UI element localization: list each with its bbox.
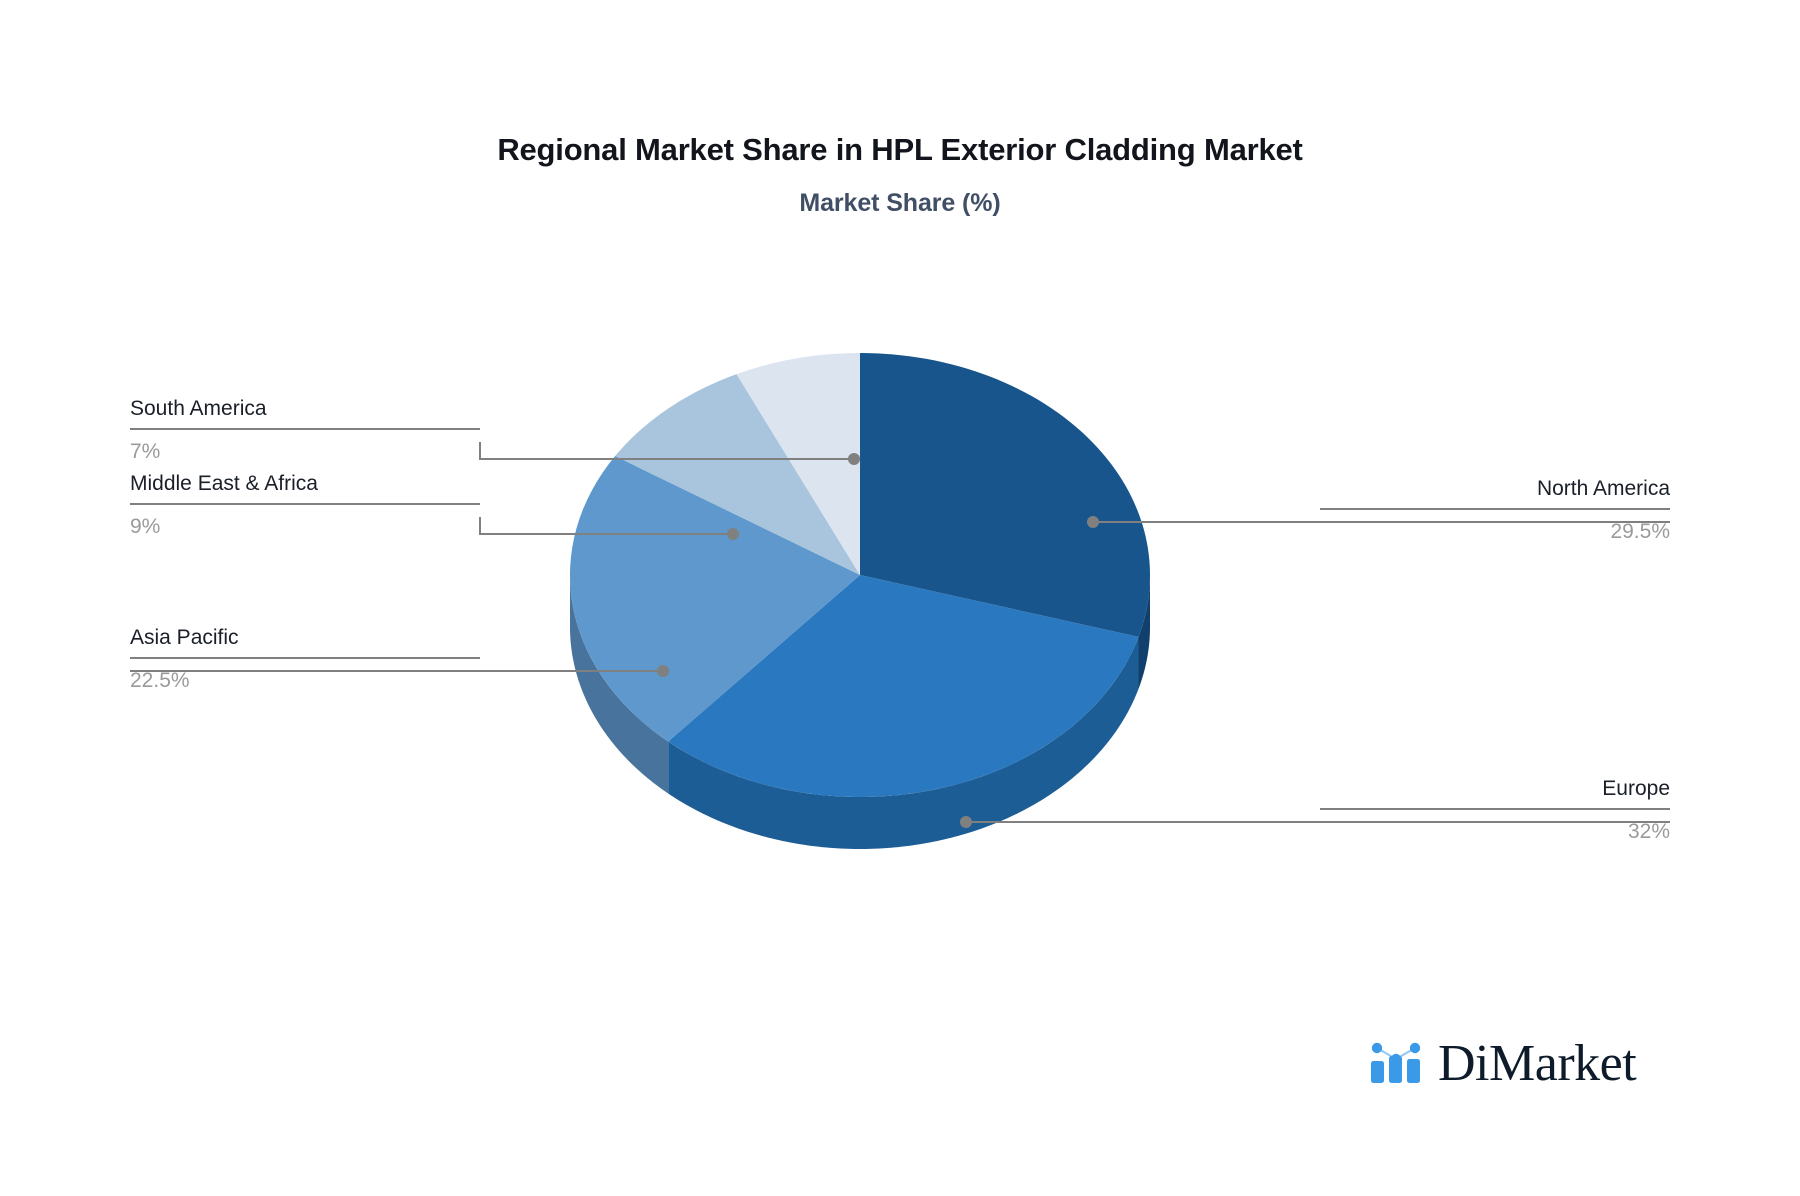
brand-logo-text: DiMarket: [1438, 1035, 1637, 1092]
logo-dot-2: [1390, 1053, 1402, 1065]
pie-side-north-america: [1138, 576, 1150, 689]
pie-slice-north-america[interactable]: North America 29.5%: [860, 353, 1150, 637]
callout-rule-asia-pacific: [130, 657, 480, 659]
pie-side-asia-pacific: [570, 576, 669, 794]
callout-rule-north-america: [1320, 508, 1670, 510]
callout-north-america[interactable]: North America 29.5%: [1320, 478, 1670, 542]
logo-dot-3: [1409, 1042, 1421, 1054]
callout-middle-east-africa[interactable]: Middle East & Africa 9%: [130, 473, 480, 537]
chart-subtitle: Market Share (%): [799, 189, 1001, 217]
logo-dot-1: [1371, 1042, 1383, 1054]
callout-south-america[interactable]: South America 7%: [130, 398, 480, 462]
callout-value-south-america: 7%: [130, 440, 161, 463]
brand-logo: DiMarket: [1368, 1035, 1637, 1092]
callout-label-europe: Europe: [1602, 777, 1670, 800]
pie-slice-south-america[interactable]: South America 7%: [736, 353, 860, 575]
callout-value-middle-east-africa: 9%: [130, 515, 161, 538]
logo-bar-3: [1407, 1059, 1420, 1083]
callout-value-europe: 32%: [1627, 820, 1670, 843]
callout-value-asia-pacific: 22.5%: [130, 669, 190, 692]
pie-side-europe: [668, 636, 1139, 849]
page-title: Regional Market Share in HPL Exterior Cl…: [497, 132, 1303, 167]
callout-label-middle-east-africa: Middle East & Africa: [130, 472, 318, 495]
callout-label-asia-pacific: Asia Pacific: [130, 626, 239, 649]
callout-label-south-america: South America: [130, 397, 267, 420]
pie-3d-sides: [570, 576, 1150, 849]
pie-chart: North America 29.5%Europe 32%Asia Pacifi…: [570, 353, 1250, 975]
callout-value-north-america: 29.5%: [1610, 520, 1670, 543]
callout-rule-europe: [1320, 808, 1670, 810]
pie-top-faces: North America 29.5%Europe 32%Asia Pacifi…: [570, 353, 1150, 797]
bar-chart-dots-logo-icon: [1371, 1042, 1421, 1083]
pie-chart-svg: North America 29.5%Europe 32%Asia Pacifi…: [570, 353, 1150, 849]
callout-label-north-america: North America: [1536, 477, 1670, 500]
pie-slice-europe[interactable]: Europe 32%: [668, 575, 1139, 797]
logo-bar-1: [1371, 1061, 1384, 1083]
callout-rule-middle-east-africa: [130, 503, 480, 505]
callout-asia-pacific[interactable]: Asia Pacific 22.5%: [130, 627, 480, 691]
callout-rule-south-america: [130, 428, 480, 430]
callout-europe[interactable]: Europe 32%: [1320, 778, 1670, 842]
pie-slice-middle-east-africa[interactable]: Middle East & Africa 9%: [615, 374, 860, 575]
